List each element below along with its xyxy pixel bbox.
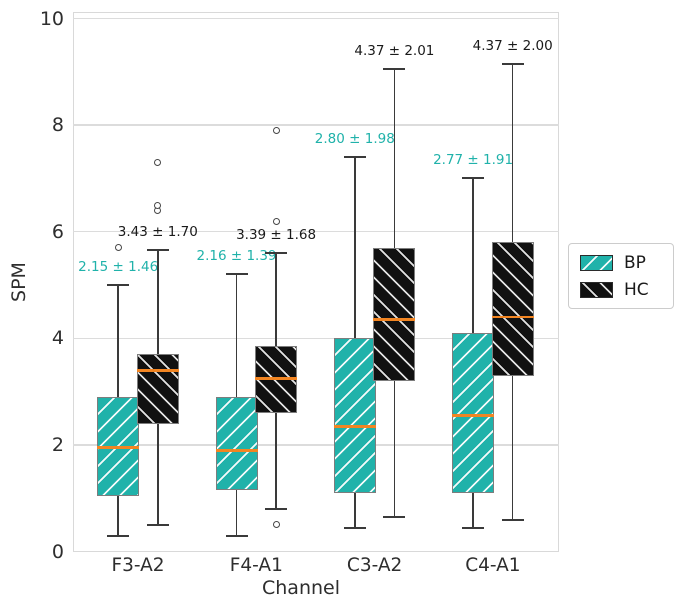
whisker-lower-hc-c4-a1 (511, 375, 514, 520)
annotation-bp-f4-a1: 2.16 ± 1.39 (196, 248, 277, 265)
y-tick-4: 4 (51, 327, 64, 350)
median-bp-c3-a2 (333, 424, 376, 428)
x-tick-f4-a1: F4-A1 (229, 555, 283, 576)
y-tick-2: 2 (51, 433, 64, 456)
whisker-upper-bp-c4-a1 (472, 178, 474, 333)
median-bp-f3-a2 (97, 446, 140, 449)
cap-lower-hc-f4-a1 (265, 507, 288, 510)
whisker-upper-hc-f4-a1 (275, 253, 277, 347)
legend-label-hc: HC (624, 279, 649, 300)
annotation-bp-f3-a2: 2.15 ± 1.46 (78, 259, 159, 275)
outlier-hc-f4-a1-2 (272, 126, 280, 134)
whisker-lower-bp-c4-a1 (472, 492, 474, 528)
annotation-hc-f4-a1: 3.39 ± 1.68 (236, 227, 317, 244)
cap-upper-bp-f4-a1 (225, 273, 248, 276)
legend: BP HC (568, 243, 674, 309)
box-bp-f4-a1 (215, 396, 258, 491)
cap-upper-hc-c3-a2 (383, 68, 406, 71)
cap-lower-hc-c3-a2 (383, 515, 406, 518)
cap-lower-hc-c4-a1 (501, 518, 524, 521)
cap-upper-hc-f4-a1 (265, 252, 288, 255)
legend-item-hc: HC (580, 281, 662, 299)
median-bp-c4-a1 (452, 414, 495, 417)
y-tick-10: 10 (39, 7, 64, 30)
whisker-upper-hc-f3-a2 (157, 250, 159, 355)
cap-upper-hc-f3-a2 (146, 249, 169, 252)
box-bp-c4-a1 (452, 332, 495, 493)
whisker-lower-hc-c3-a2 (393, 380, 396, 517)
box-hc-f3-a2 (136, 354, 179, 424)
y-tick-6: 6 (51, 220, 64, 243)
annotation-bp-c3-a2: 2.80 ± 1.98 (314, 131, 395, 148)
box-hc-c4-a1 (491, 242, 534, 376)
whisker-upper-hc-c4-a1 (511, 63, 514, 243)
annotation-hc-c4-a1: 4.37 ± 2.00 (472, 37, 553, 54)
y-tick-0: 0 (51, 540, 64, 563)
cap-lower-hc-f3-a2 (146, 523, 169, 526)
median-bp-f4-a1 (215, 448, 258, 452)
annotation-bp-c4-a1: 2.77 ± 1.91 (433, 152, 514, 169)
cap-lower-bp-c3-a2 (343, 526, 366, 529)
outlier-hc-f4-a1-0 (272, 521, 280, 529)
whisker-lower-hc-f4-a1 (275, 412, 277, 509)
whisker-upper-bp-f3-a2 (117, 285, 119, 397)
median-hc-f3-a2 (136, 368, 179, 372)
box-hc-c3-a2 (373, 247, 416, 381)
legend-swatch-bp (580, 254, 613, 271)
legend-label-bp: BP (624, 252, 646, 273)
outlier-hc-f4-a1-1 (272, 217, 280, 225)
whisker-lower-bp-c3-a2 (354, 492, 356, 528)
whisker-lower-bp-f3-a2 (117, 495, 119, 536)
x-tick-c3-a2: C3-A2 (346, 555, 403, 576)
x-tick-f3-a2: F3-A2 (111, 555, 165, 576)
box-bp-c3-a2 (333, 338, 376, 493)
gridline-y-10 (73, 17, 559, 20)
cap-lower-bp-c4-a1 (462, 526, 485, 529)
median-hc-f4-a1 (255, 376, 298, 380)
y-tick-8: 8 (51, 114, 64, 137)
annotation-hc-f3-a2: 3.43 ± 1.70 (117, 224, 198, 241)
y-axis-label: SPM (8, 262, 30, 302)
legend-item-bp: BP (580, 254, 662, 272)
cap-upper-bp-f3-a2 (107, 284, 130, 286)
legend-swatch-hc (580, 281, 613, 298)
gridline-y-2 (73, 444, 559, 446)
outlier-bp-f3-a2-0 (114, 244, 122, 252)
gridline-y-4 (73, 337, 559, 339)
gridline-y-8 (73, 124, 559, 126)
x-axis-label: Channel (261, 577, 341, 599)
outlier-hc-f3-a2-1 (154, 201, 162, 209)
x-tick-c4-a1: C4-A1 (465, 555, 521, 576)
whisker-upper-hc-c3-a2 (393, 69, 396, 248)
whisker-upper-bp-f4-a1 (235, 274, 238, 397)
gridline-y-6 (73, 231, 559, 233)
whisker-lower-hc-f3-a2 (157, 423, 159, 525)
outlier-hc-f3-a2-2 (154, 158, 162, 166)
annotation-hc-c3-a2: 4.37 ± 2.01 (354, 43, 435, 60)
cap-upper-bp-c4-a1 (462, 177, 485, 180)
cap-upper-bp-c3-a2 (343, 156, 366, 159)
cap-lower-bp-f3-a2 (107, 534, 130, 537)
whisker-lower-bp-f4-a1 (235, 490, 238, 536)
whisker-upper-bp-c3-a2 (354, 157, 356, 339)
median-hc-c3-a2 (373, 318, 416, 321)
median-hc-c4-a1 (491, 315, 534, 319)
cap-lower-bp-f4-a1 (225, 534, 248, 537)
cap-upper-hc-c4-a1 (501, 62, 524, 65)
